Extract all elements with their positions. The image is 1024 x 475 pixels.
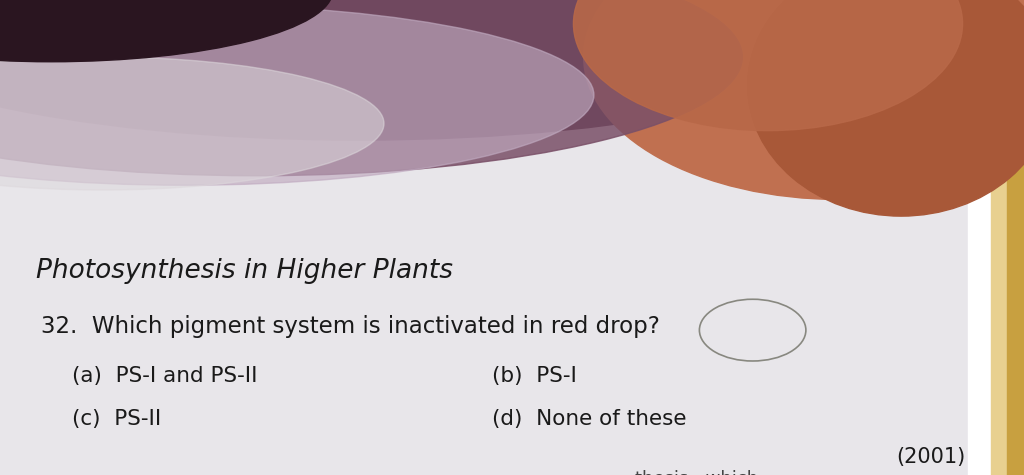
- Bar: [991, 0, 1009, 475]
- Text: (d)  None of these: (d) None of these: [492, 409, 686, 429]
- Text: (b)  PS-I: (b) PS-I: [492, 366, 577, 386]
- Ellipse shape: [573, 0, 963, 131]
- Bar: [968, 0, 993, 475]
- Text: Photosynthesis in Higher Plants: Photosynthesis in Higher Plants: [36, 258, 453, 284]
- Ellipse shape: [748, 0, 1024, 216]
- Ellipse shape: [0, 57, 384, 190]
- Text: (a)  PS-I and PS-II: (a) PS-I and PS-II: [72, 366, 257, 386]
- Ellipse shape: [0, 0, 896, 140]
- Text: (c)  PS-II: (c) PS-II: [72, 409, 161, 429]
- Bar: [1007, 0, 1024, 475]
- Text: 32.  Which pigment system is inactivated in red drop?: 32. Which pigment system is inactivated …: [41, 314, 659, 338]
- Ellipse shape: [0, 0, 333, 62]
- Ellipse shape: [0, 5, 594, 185]
- Text: (2001): (2001): [896, 447, 966, 467]
- Ellipse shape: [0, 0, 742, 176]
- Text: thesis   which: thesis which: [635, 471, 758, 475]
- Ellipse shape: [584, 0, 1024, 200]
